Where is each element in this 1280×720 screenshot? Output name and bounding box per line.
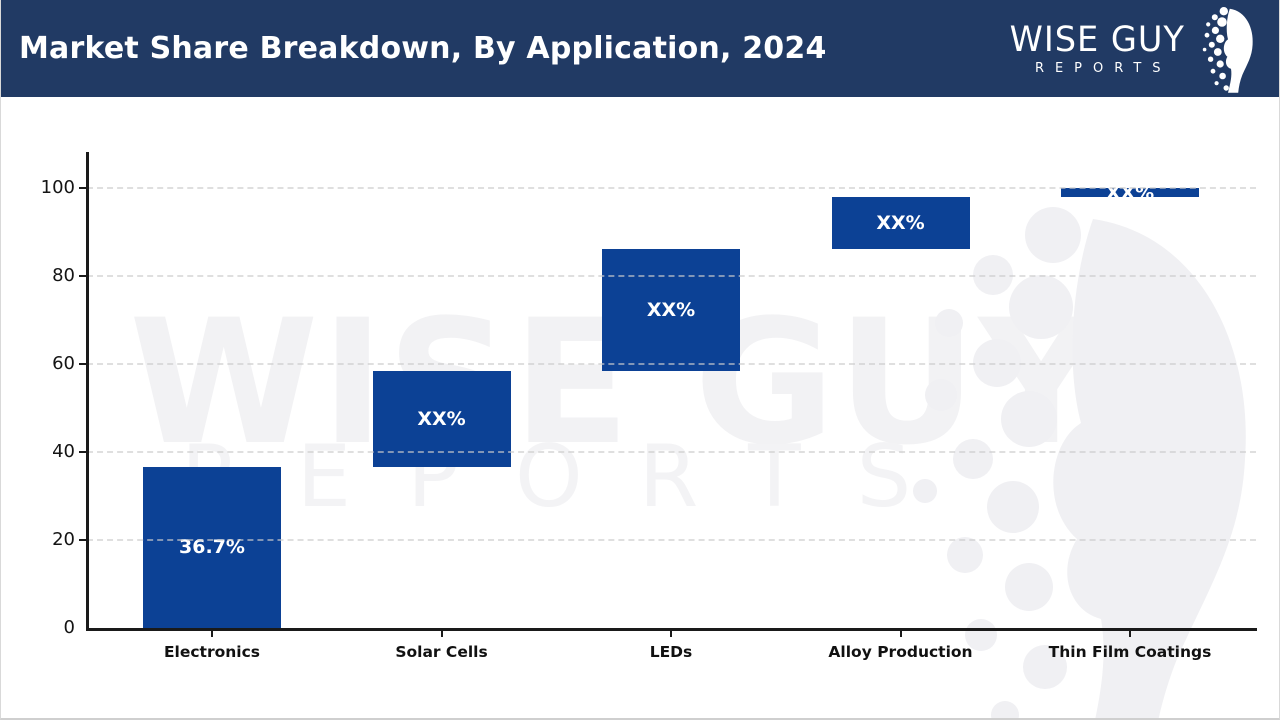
bar-value-label: XX%: [876, 211, 925, 234]
watermark-dotted-head-icon: [913, 207, 1246, 718]
y-tick-mark-80: [79, 275, 86, 277]
dotted-head-icon: [1202, 6, 1253, 93]
logo-reports-label: REPORTS: [1034, 60, 1172, 76]
logo-wise-guy-label: WISE GUY: [1010, 19, 1186, 60]
y-tick-mark-60: [79, 363, 86, 365]
page-title: Market Share Breakdown, By Application, …: [19, 31, 827, 66]
bar-leds: XX%: [602, 248, 740, 371]
x-tick-mark: [899, 631, 902, 637]
bar-value-label: XX%: [417, 407, 466, 430]
y-tick-label-20: 20: [52, 529, 75, 550]
x-axis-spine: [86, 628, 1257, 631]
gridline-80: [87, 275, 1256, 277]
bar-value-label: XX%: [1106, 188, 1154, 197]
x-tick-mark: [1129, 631, 1131, 637]
bar-thin-film-coatings: XX%: [1061, 188, 1199, 198]
bar-value-label: 36.7%: [179, 536, 245, 559]
header-bar: Market Share Breakdown, By Application, …: [1, 0, 1279, 97]
gridline-40: [87, 451, 1256, 453]
x-tick-label-electronics: Electronics: [163, 643, 261, 661]
bar-alloy-production: XX%: [831, 197, 970, 249]
bar-value-label: XX%: [646, 298, 696, 321]
gridline-100: [87, 187, 1256, 189]
y-tick-label-60: 60: [52, 353, 75, 374]
x-tick-mark: [211, 631, 213, 637]
x-tick-label-leds: LEDs: [649, 643, 693, 661]
y-tick-mark-20: [79, 539, 86, 541]
y-tick-label-40: 40: [52, 441, 75, 462]
y-tick-label-80: 80: [52, 265, 75, 286]
y-tick-label-100: 100: [40, 177, 75, 198]
x-tick-mark: [670, 631, 672, 637]
x-tick-mark: [440, 631, 443, 637]
x-tick-label-alloy-production: Alloy Production: [828, 643, 973, 661]
logo-text: WISE GUY REPORTS: [1006, 19, 1189, 76]
y-tick-label-0: 0: [63, 617, 75, 638]
watermark-reports-text: REPORTS: [181, 427, 968, 527]
gridline-20: [87, 539, 1256, 541]
gridline-60: [87, 363, 1256, 365]
y-tick-mark-100: [79, 187, 86, 189]
waterfall-chart: 0 20 40 60 80 100 36.7% Electronics XX% Solar Cel…: [1, 97, 1279, 718]
bar-solar-cells: XX%: [372, 370, 511, 467]
x-tick-label-solar-cells: Solar Cells: [395, 643, 488, 661]
wise-guy-logo: WISE GUY REPORTS: [1006, 4, 1255, 94]
y-axis-spine: [86, 152, 89, 630]
y-tick-mark-40: [79, 451, 86, 453]
x-tick-label-thin-film-coatings: Thin Film Coatings: [1048, 643, 1212, 661]
bar-electronics: 36.7%: [143, 466, 281, 628]
